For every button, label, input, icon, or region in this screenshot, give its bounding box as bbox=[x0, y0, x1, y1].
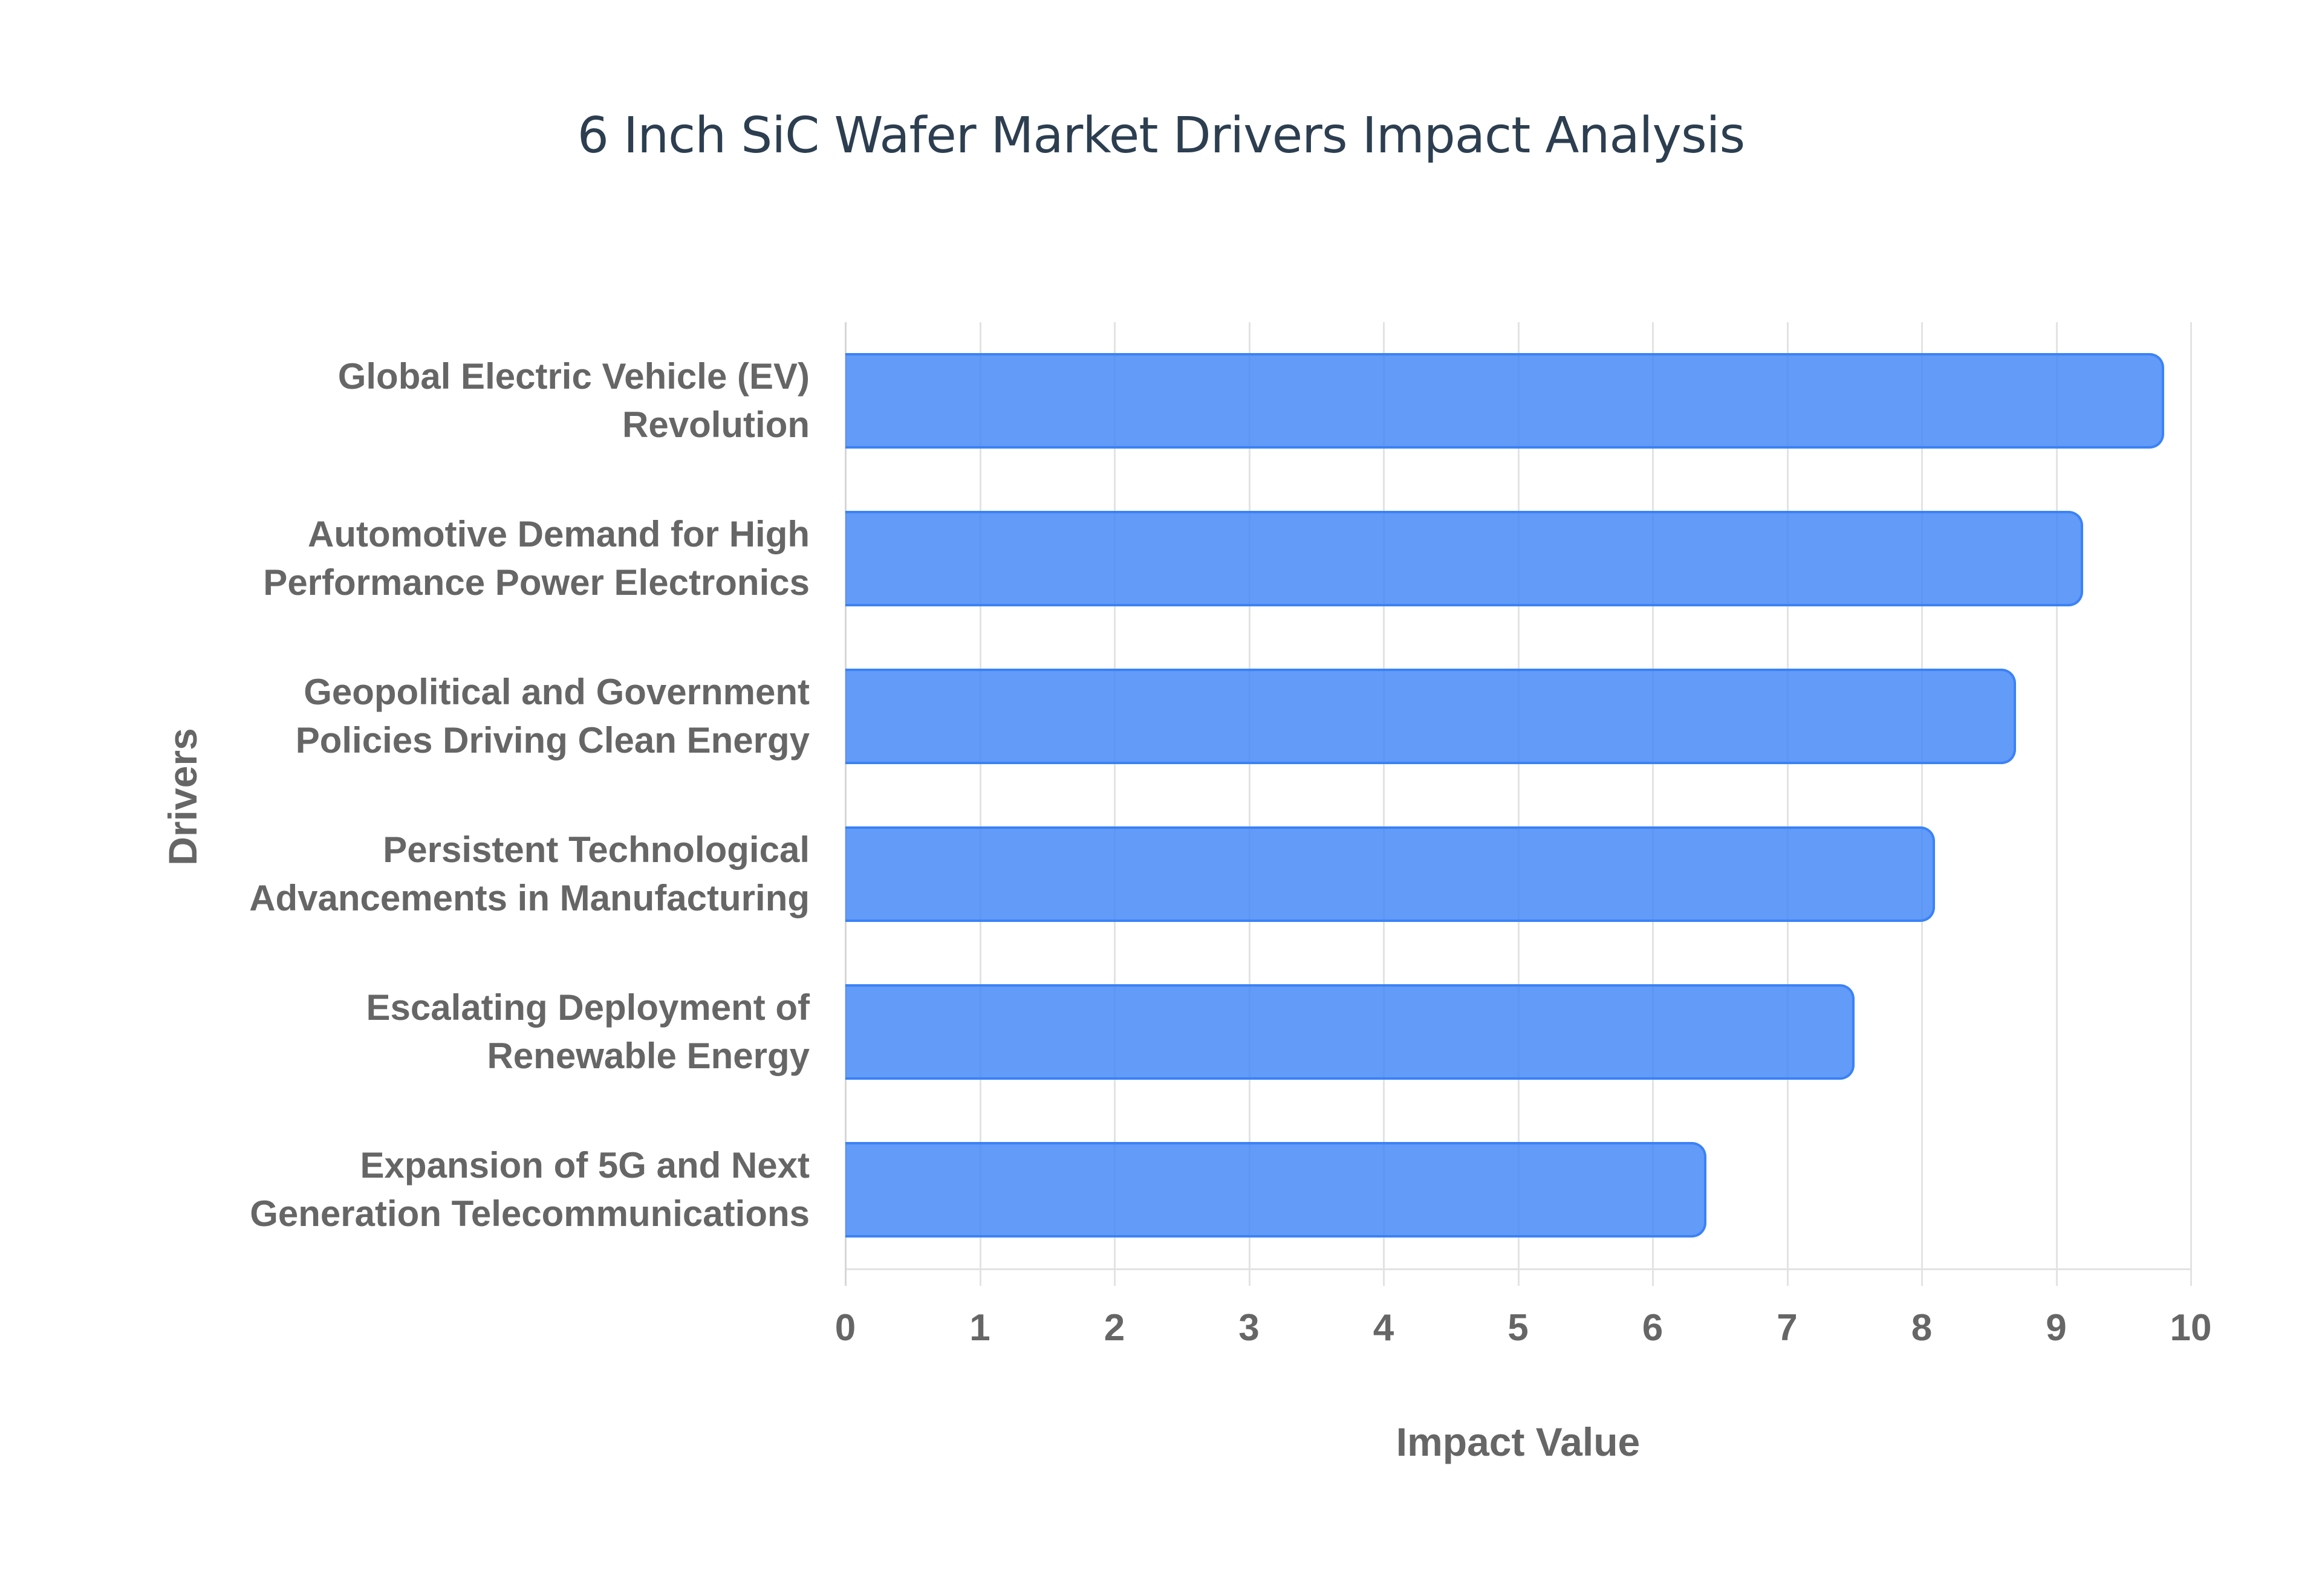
category-label-line: Advancements in Manufacturing bbox=[249, 877, 810, 918]
x-tick-label: 1 bbox=[969, 1307, 990, 1349]
x-tick-label: 5 bbox=[1507, 1307, 1529, 1349]
category-label: Persistent Technological Advancements in … bbox=[145, 826, 810, 923]
category-label: Escalating Deployment of Renewable Energy bbox=[145, 984, 810, 1080]
chart-title: 6 Inch SiC Wafer Market Drivers Impact A… bbox=[577, 107, 1745, 164]
category-label-line: Revolution bbox=[622, 404, 810, 446]
gridline-10 bbox=[2190, 322, 2192, 1286]
category-label-line: Global Electric Vehicle (EV) bbox=[337, 356, 810, 397]
bar-3[interactable] bbox=[845, 669, 2016, 765]
x-tick-label: 8 bbox=[1911, 1307, 1933, 1349]
x-tick-label: 0 bbox=[834, 1307, 856, 1349]
x-axis-title: Impact Value bbox=[1396, 1419, 1641, 1464]
gridline-2 bbox=[1114, 322, 1116, 1286]
x-tick-label: 4 bbox=[1373, 1307, 1394, 1349]
gridline-0 bbox=[845, 322, 847, 1286]
bar-6[interactable] bbox=[845, 1141, 1706, 1238]
bar-2[interactable] bbox=[845, 511, 2083, 607]
category-label-line: Generation Telecommunications bbox=[250, 1193, 810, 1234]
category-label-line: Automotive Demand for High bbox=[307, 514, 810, 555]
category-label: Automotive Demand for High Performance Po… bbox=[145, 510, 810, 607]
gridline-8 bbox=[1921, 322, 1923, 1286]
gridline-3 bbox=[1248, 322, 1250, 1286]
category-label: Expansion of 5G and Next Generation Telec… bbox=[145, 1141, 810, 1238]
category-label-line: Expansion of 5G and Next bbox=[360, 1144, 810, 1186]
x-tick-label: 6 bbox=[1642, 1307, 1663, 1349]
x-tick-label: 10 bbox=[2170, 1307, 2212, 1349]
bar-5[interactable] bbox=[845, 984, 1855, 1080]
category-label: Geopolitical and Government Policies Driv… bbox=[145, 668, 810, 765]
category-label-line: Renewable Energy bbox=[487, 1035, 810, 1076]
gridline-7 bbox=[1786, 322, 1789, 1286]
gridline-5 bbox=[1517, 322, 1520, 1286]
gridline-6 bbox=[1652, 322, 1654, 1286]
bar-1[interactable] bbox=[845, 353, 2164, 449]
category-label: Global Electric Vehicle (EV) Revolution bbox=[145, 352, 810, 449]
bar-4[interactable] bbox=[845, 826, 1936, 922]
category-label-line: Policies Driving Clean Energy bbox=[295, 720, 810, 761]
gridline-4 bbox=[1383, 322, 1385, 1286]
category-label-line: Persistent Technological bbox=[383, 829, 810, 870]
gridline-9 bbox=[2055, 322, 2058, 1286]
category-label-line: Escalating Deployment of bbox=[366, 987, 810, 1028]
x-tick-label: 3 bbox=[1238, 1307, 1260, 1349]
plot-area bbox=[845, 322, 2192, 1286]
x-tick-label: 7 bbox=[1777, 1307, 1798, 1349]
category-label-line: Performance Power Electronics bbox=[263, 562, 810, 603]
x-tick-label: 2 bbox=[1104, 1307, 1125, 1349]
category-label-line: Geopolitical and Government bbox=[304, 672, 810, 713]
x-tick-label: 9 bbox=[2046, 1307, 2067, 1349]
gridline-1 bbox=[979, 322, 981, 1286]
